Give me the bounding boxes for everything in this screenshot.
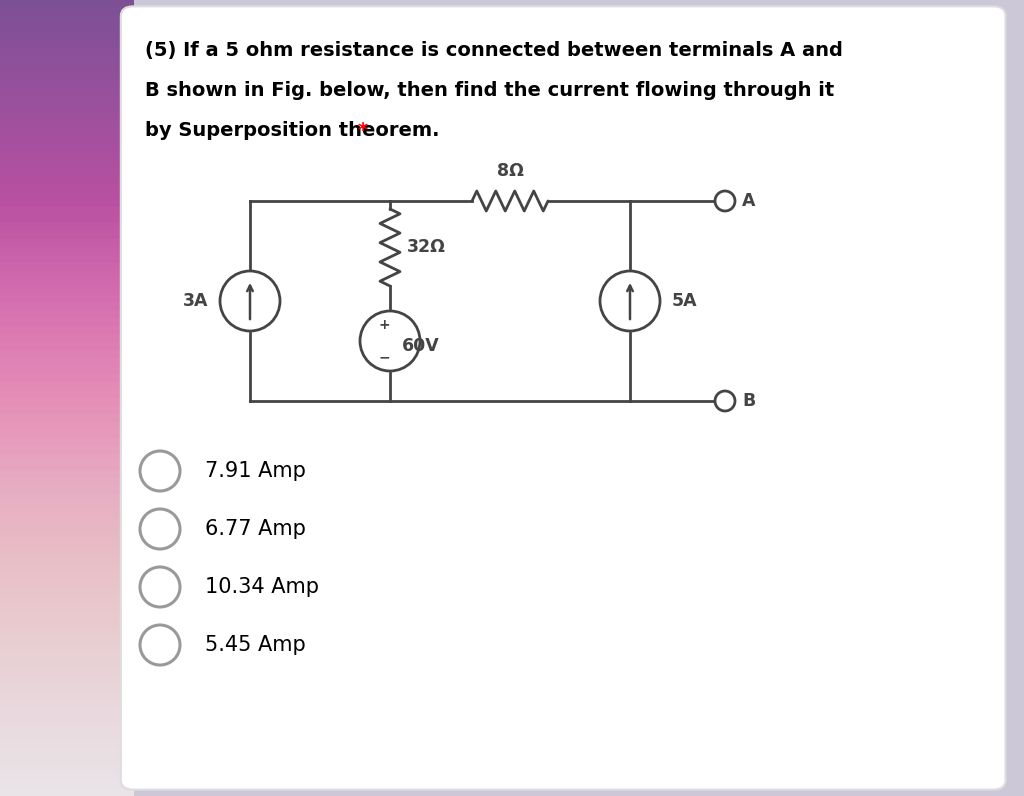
Text: by Superposition theorem.: by Superposition theorem. xyxy=(145,121,446,140)
Text: (5) If a 5 ohm resistance is connected between terminals A and: (5) If a 5 ohm resistance is connected b… xyxy=(145,41,843,60)
Text: 3A: 3A xyxy=(182,292,208,310)
Text: 32Ω: 32Ω xyxy=(407,239,445,256)
Text: 5A: 5A xyxy=(672,292,697,310)
Text: 10.34 Amp: 10.34 Amp xyxy=(205,577,319,597)
Text: 6.77 Amp: 6.77 Amp xyxy=(205,519,306,539)
Text: 7.91 Amp: 7.91 Amp xyxy=(205,461,306,481)
Text: A: A xyxy=(742,192,756,210)
Text: 5.45 Amp: 5.45 Amp xyxy=(205,635,306,655)
Text: 8Ω: 8Ω xyxy=(497,162,523,180)
Text: −: − xyxy=(378,350,390,364)
Text: B: B xyxy=(742,392,756,410)
Text: 60V: 60V xyxy=(402,337,439,355)
Text: *: * xyxy=(358,121,368,140)
Text: B shown in Fig. below, then find the current flowing through it: B shown in Fig. below, then find the cur… xyxy=(145,81,835,100)
Text: +: + xyxy=(378,318,390,332)
